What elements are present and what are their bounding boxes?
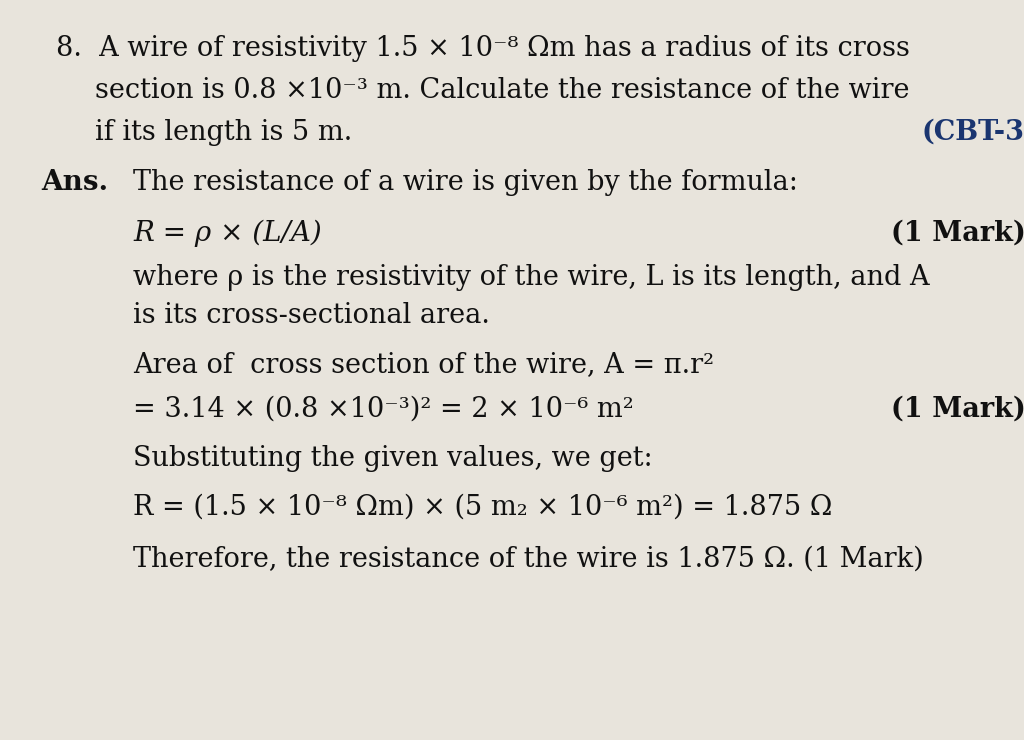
Text: is its cross-sectional area.: is its cross-sectional area. [133,303,490,329]
Text: (1 Mark): (1 Mark) [891,396,1024,423]
Text: section is 0.8 ×10⁻³ m. Calculate the resistance of the wire: section is 0.8 ×10⁻³ m. Calculate the re… [95,77,909,104]
Text: (1 Mark): (1 Mark) [891,220,1024,246]
Text: = 3.14 × (0.8 ×10⁻³)² = 2 × 10⁻⁶ m²: = 3.14 × (0.8 ×10⁻³)² = 2 × 10⁻⁶ m² [133,396,634,423]
Text: (CBT-3): (CBT-3) [922,119,1024,146]
Text: where ρ is the resistivity of the wire, L is its length, and A: where ρ is the resistivity of the wire, … [133,264,930,291]
Text: R = ρ × (L/A): R = ρ × (L/A) [133,220,322,246]
Text: The resistance of a wire is given by the formula:: The resistance of a wire is given by the… [133,169,798,196]
Text: Substituting the given values, we get:: Substituting the given values, we get: [133,445,652,472]
Text: Ans.: Ans. [41,169,109,196]
Text: 8.  A wire of resistivity 1.5 × 10⁻⁸ Ωm has a radius of its cross: 8. A wire of resistivity 1.5 × 10⁻⁸ Ωm h… [56,35,910,61]
Text: Area of  cross section of the wire, A = π.r²: Area of cross section of the wire, A = π… [133,351,715,377]
Text: if its length is 5 m.: if its length is 5 m. [95,119,352,146]
Text: R = (1.5 × 10⁻⁸ Ωm) × (5 m₂ × 10⁻⁶ m²) = 1.875 Ω: R = (1.5 × 10⁻⁸ Ωm) × (5 m₂ × 10⁻⁶ m²) =… [133,494,833,520]
Text: Therefore, the resistance of the wire is 1.875 Ω. (1 Mark): Therefore, the resistance of the wire is… [133,545,924,572]
